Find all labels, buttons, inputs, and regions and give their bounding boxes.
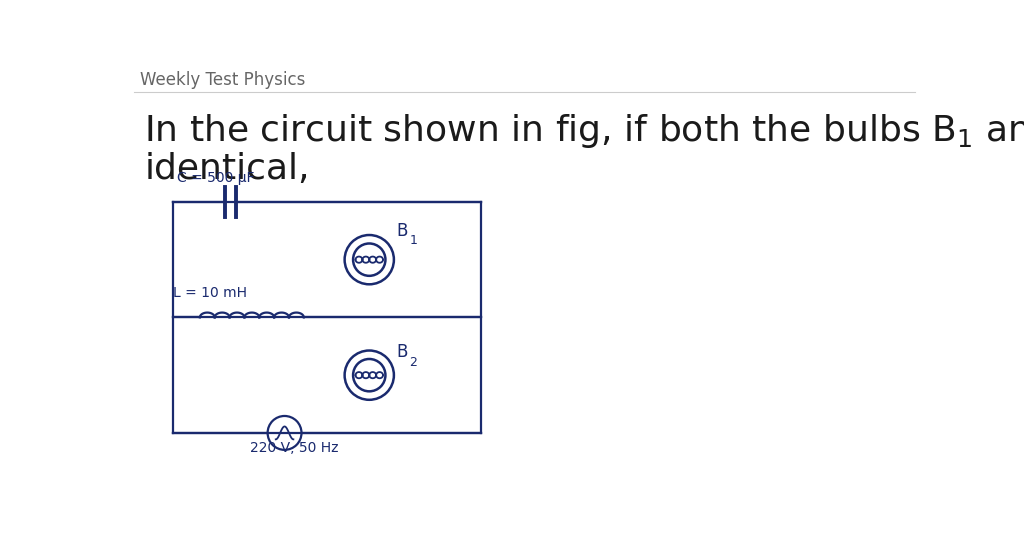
Text: 1: 1 [410, 234, 417, 247]
Text: B: B [396, 222, 408, 240]
Text: 2: 2 [410, 356, 417, 369]
Text: Weekly Test Physics: Weekly Test Physics [140, 71, 305, 89]
Text: In the circuit shown in fig, if both the bulbs B$_1$ and B$_2$ are: In the circuit shown in fig, if both the… [144, 112, 1024, 150]
Text: C = 500 μF: C = 500 μF [177, 171, 254, 185]
Text: 220 V, 50 Hz: 220 V, 50 Hz [250, 441, 338, 454]
Text: L = 10 mH: L = 10 mH [173, 286, 247, 301]
Text: identical,: identical, [144, 152, 310, 186]
Text: B: B [396, 343, 408, 362]
